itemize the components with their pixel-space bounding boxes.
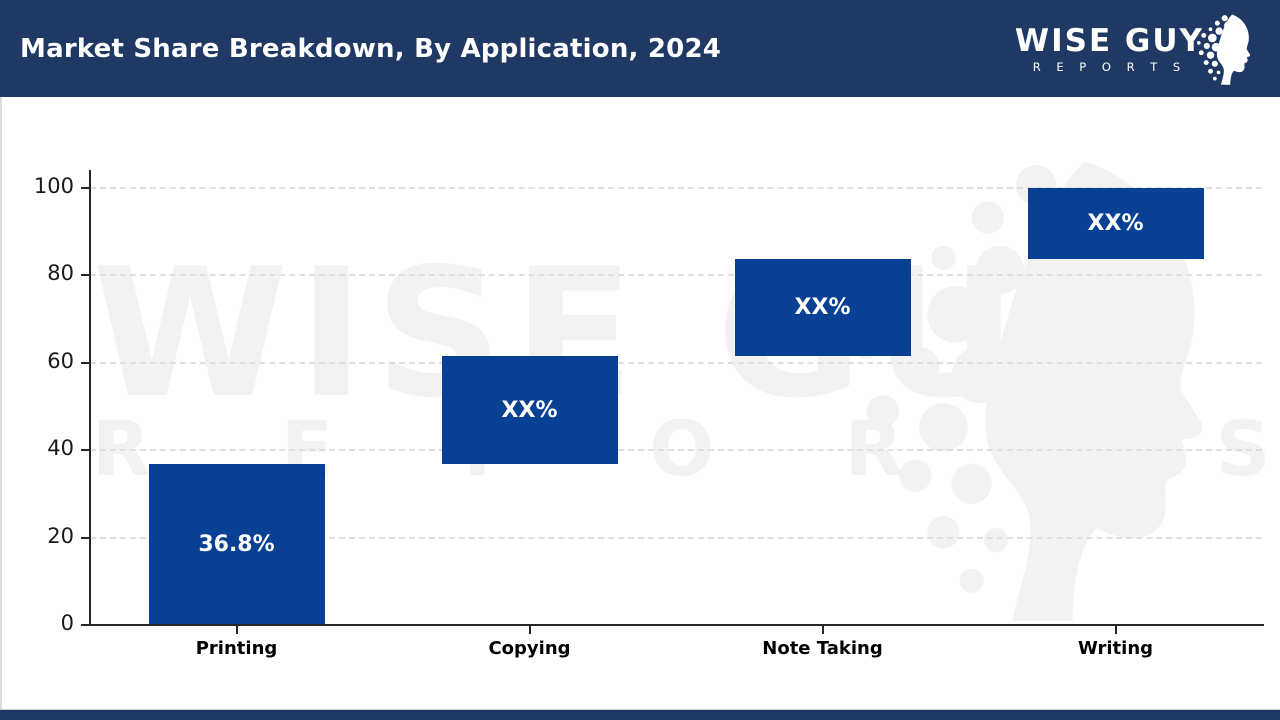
y-tick-mark (81, 536, 90, 539)
gridline (90, 536, 1262, 539)
x-category-label: Writing (1077, 638, 1154, 659)
bar-value-label: XX% (794, 295, 851, 321)
header-bar: Market Share Breakdown, By Application, … (0, 0, 1280, 97)
page-title: Market Share Breakdown, By Application, … (20, 33, 722, 64)
gridline (90, 361, 1262, 364)
x-tick-mark (821, 626, 824, 634)
x-tick-mark (235, 626, 238, 634)
bar-copying: XX% (441, 356, 618, 464)
y-tick-mark (81, 274, 90, 276)
gridline (90, 186, 1262, 189)
brand-logo: WISE GUY R E P O R T S (1015, 12, 1252, 86)
y-tick-label: 100 (33, 173, 74, 198)
bar-writing: XX% (1027, 187, 1204, 260)
x-category-label: Copying (488, 638, 571, 659)
brand-subtitle: R E P O R T S (1032, 60, 1187, 74)
brand-head-icon (1196, 13, 1251, 85)
bar-printing: 36.8% (148, 464, 325, 625)
x-category-label: Note Taking (762, 638, 883, 659)
bar-value-label: XX% (501, 397, 558, 423)
gridline (90, 274, 1262, 276)
y-tick-label: 0 (60, 611, 74, 635)
x-tick-mark (1114, 626, 1117, 634)
plot: 0 20 40 60 80 100 36.8% Printing XX% Copying XX% No… (2, 97, 1280, 709)
bar-value-label: 36.8% (198, 532, 275, 557)
x-axis-line (86, 624, 1264, 626)
y-tick-mark (81, 361, 90, 364)
y-tick-mark (81, 624, 90, 626)
y-tick-label: 40 (47, 436, 74, 460)
bar-value-label: XX% (1087, 210, 1144, 236)
x-category-label: Printing (195, 638, 278, 659)
x-tick-mark (528, 626, 531, 634)
y-tick-label: 60 (47, 348, 74, 373)
brand-logo-text: WISE GUY R E P O R T S (1015, 23, 1204, 74)
y-axis-line (89, 170, 91, 626)
y-tick-label: 80 (47, 261, 74, 285)
y-tick-label: 20 (47, 523, 74, 548)
footer-bar (0, 709, 1280, 720)
chart-area: WISE GUY R E P O R T S (0, 97, 1280, 709)
bar-note-taking: XX% (734, 259, 911, 357)
brand-name: WISE GUY (1014, 23, 1204, 59)
gridline (90, 449, 1262, 451)
y-tick-mark (81, 449, 90, 451)
y-tick-mark (81, 186, 90, 189)
